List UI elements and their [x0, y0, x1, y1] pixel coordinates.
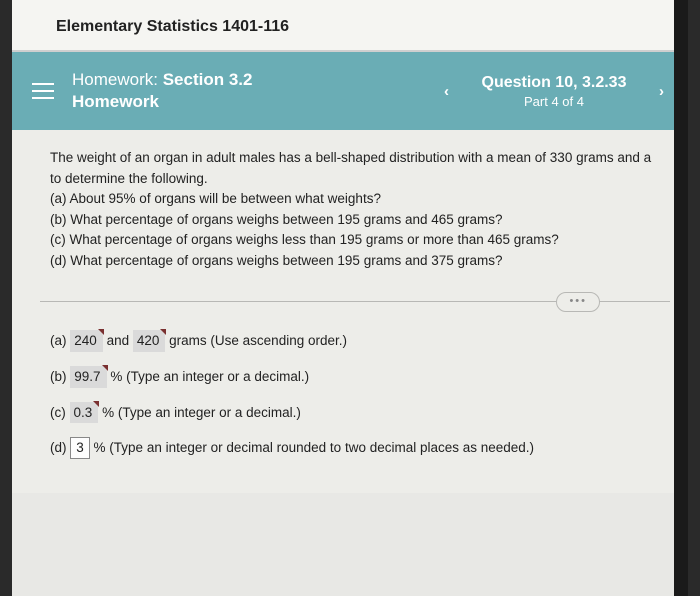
answer-c-label: (c) [50, 405, 66, 420]
divider: ••• [50, 292, 660, 310]
answer-a-mid: and [107, 333, 130, 348]
answer-a-field1[interactable]: 240 [70, 330, 103, 352]
answer-d-field[interactable]: 3 [70, 437, 90, 459]
answer-d: (d) 3 % (Type an integer or decimal roun… [50, 437, 660, 459]
prompt-intro: The weight of an organ in adult males ha… [50, 148, 660, 168]
question-label: Question 10, 3.2.33 [459, 74, 649, 92]
homework-title-block: Homework: Section 3.2 Homework [72, 70, 434, 112]
question-part: Part 4 of 4 [459, 94, 649, 109]
answer-c-unit: % (Type an integer or a decimal.) [102, 405, 301, 420]
question-prompt: The weight of an organ in adult males ha… [50, 148, 660, 270]
course-title: Elementary Statistics 1401-116 [56, 18, 658, 36]
answer-a-field2[interactable]: 420 [133, 330, 166, 352]
prev-question-button[interactable]: ‹ [434, 83, 459, 100]
answer-b-field[interactable]: 99.7 [70, 366, 106, 388]
homework-section: Section 3.2 [163, 70, 253, 89]
homework-label: Homework: [72, 70, 158, 89]
answer-b-label: (b) [50, 369, 67, 384]
prompt-c: (c) What percentage of organs weighs les… [50, 230, 660, 250]
answer-c-field[interactable]: 0.3 [70, 402, 99, 424]
answer-a-label: (a) [50, 333, 67, 348]
screen-edge [674, 0, 688, 596]
question-info: Question 10, 3.2.33 Part 4 of 4 [459, 74, 649, 109]
next-question-button[interactable]: › [649, 83, 674, 100]
answers-block: (a) 240 and 420 grams (Use ascending ord… [50, 330, 660, 458]
prompt-a: (a) About 95% of organs will be between … [50, 189, 660, 209]
prompt-b: (b) What percentage of organs weighs bet… [50, 210, 660, 230]
answer-b-unit: % (Type an integer or a decimal.) [110, 369, 309, 384]
homework-subtitle: Homework [72, 92, 434, 112]
question-content: The weight of an organ in adult males ha… [12, 130, 688, 493]
menu-icon[interactable] [32, 83, 54, 99]
answer-b: (b) 99.7 % (Type an integer or a decimal… [50, 366, 660, 388]
answer-d-label: (d) [50, 440, 67, 455]
expand-button[interactable]: ••• [556, 292, 600, 312]
assignment-bar: Homework: Section 3.2 Homework ‹ Questio… [12, 52, 688, 130]
course-header: Elementary Statistics 1401-116 [12, 0, 688, 52]
answer-c: (c) 0.3 % (Type an integer or a decimal.… [50, 402, 660, 424]
answer-d-unit: % (Type an integer or decimal rounded to… [94, 440, 535, 455]
answer-a-tail: grams (Use ascending order.) [169, 333, 347, 348]
page-container: Elementary Statistics 1401-116 Homework:… [12, 0, 688, 596]
prompt-line2: to determine the following. [50, 169, 660, 189]
answer-a: (a) 240 and 420 grams (Use ascending ord… [50, 330, 660, 352]
homework-line1: Homework: Section 3.2 [72, 70, 434, 90]
prompt-d: (d) What percentage of organs weighs bet… [50, 251, 660, 271]
